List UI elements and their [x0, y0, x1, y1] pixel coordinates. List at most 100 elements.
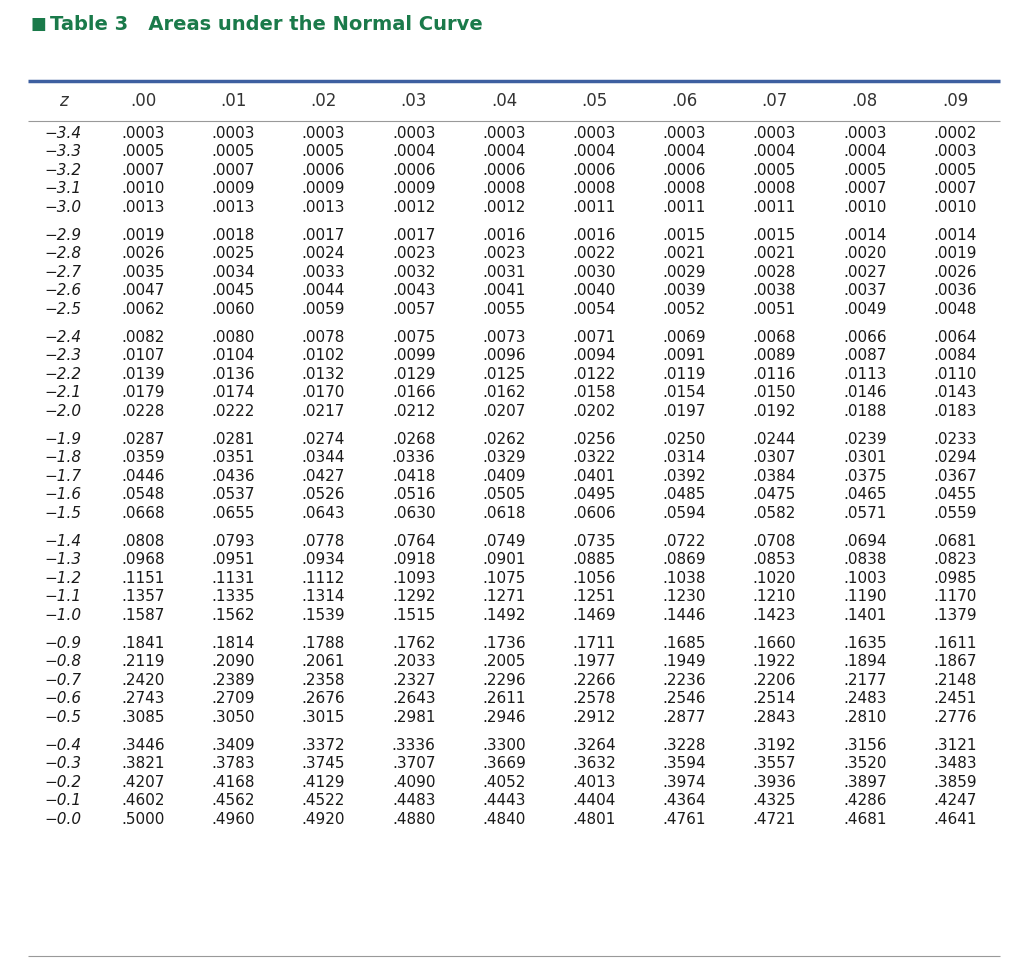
Text: .0384: .0384	[753, 468, 797, 483]
Text: .0823: .0823	[933, 552, 977, 567]
Text: .1314: .1314	[302, 589, 345, 604]
Text: .0017: .0017	[392, 228, 435, 243]
Text: .0409: .0409	[482, 468, 525, 483]
Text: .0139: .0139	[121, 366, 165, 382]
Text: .4920: .4920	[302, 811, 345, 827]
Text: .1292: .1292	[392, 589, 435, 604]
Text: .0006: .0006	[663, 163, 707, 177]
Text: .0096: .0096	[482, 348, 525, 363]
Text: .0132: .0132	[302, 366, 345, 382]
Text: .0110: .0110	[933, 366, 977, 382]
Text: .1814: .1814	[212, 635, 255, 651]
Text: .0066: .0066	[843, 329, 887, 345]
Text: .1762: .1762	[392, 635, 435, 651]
Text: .1056: .1056	[572, 571, 615, 585]
Text: .0537: .0537	[212, 487, 255, 502]
Text: .0427: .0427	[302, 468, 345, 483]
Text: .4168: .4168	[212, 774, 255, 790]
Text: .3446: .3446	[121, 737, 165, 753]
Text: .0005: .0005	[753, 163, 797, 177]
Text: .0014: .0014	[843, 228, 887, 243]
Text: .1469: .1469	[572, 608, 615, 622]
Text: .1038: .1038	[663, 571, 707, 585]
Text: .0003: .0003	[933, 144, 977, 159]
Text: .0009: .0009	[302, 181, 345, 196]
Text: .0217: .0217	[302, 403, 345, 419]
Text: .0055: .0055	[482, 302, 525, 317]
Text: .1515: .1515	[392, 608, 435, 622]
Text: .3594: .3594	[663, 756, 707, 771]
Text: .0113: .0113	[843, 366, 887, 382]
Text: .0436: .0436	[212, 468, 255, 483]
Text: .4721: .4721	[753, 811, 797, 827]
Text: −0.4: −0.4	[44, 737, 82, 753]
Text: .0150: .0150	[753, 385, 797, 400]
Text: .0495: .0495	[572, 487, 615, 502]
Text: .02: .02	[310, 92, 337, 110]
Text: .0003: .0003	[572, 126, 615, 140]
Text: .0968: .0968	[121, 552, 165, 567]
Text: .0016: .0016	[482, 228, 525, 243]
Text: .2514: .2514	[753, 691, 797, 706]
Text: −0.9: −0.9	[44, 635, 82, 651]
Text: .0045: .0045	[212, 283, 255, 298]
Text: .0901: .0901	[482, 552, 525, 567]
Text: .0040: .0040	[572, 283, 615, 298]
Text: −2.5: −2.5	[44, 302, 82, 317]
Text: .3745: .3745	[302, 756, 345, 771]
Text: .0307: .0307	[753, 450, 797, 465]
Text: .2981: .2981	[392, 709, 435, 725]
Text: .0005: .0005	[843, 163, 887, 177]
Text: .06: .06	[671, 92, 697, 110]
Text: .2266: .2266	[572, 672, 615, 688]
Text: −0.1: −0.1	[44, 793, 82, 808]
Text: .0003: .0003	[302, 126, 345, 140]
Text: −1.9: −1.9	[44, 431, 82, 446]
Text: .0007: .0007	[212, 163, 255, 177]
Text: .0485: .0485	[663, 487, 706, 502]
Text: .0003: .0003	[122, 126, 165, 140]
Text: .4840: .4840	[482, 811, 525, 827]
Text: .0582: .0582	[753, 506, 797, 520]
Text: .0359: .0359	[121, 450, 165, 465]
Text: .0026: .0026	[122, 246, 165, 261]
Text: .01: .01	[220, 92, 247, 110]
Text: .0202: .0202	[572, 403, 615, 419]
Text: .2005: .2005	[482, 654, 525, 669]
Text: .0239: .0239	[843, 431, 887, 446]
Text: .2877: .2877	[663, 709, 706, 725]
Text: .4602: .4602	[122, 793, 165, 808]
Text: .0002: .0002	[933, 126, 977, 140]
Text: .0004: .0004	[663, 144, 706, 159]
Text: .0793: .0793	[212, 534, 255, 548]
Text: −2.2: −2.2	[44, 366, 82, 382]
Text: .0080: .0080	[212, 329, 255, 345]
Text: .0375: .0375	[843, 468, 887, 483]
Text: .4129: .4129	[302, 774, 345, 790]
Text: .3336: .3336	[392, 737, 435, 753]
Text: .2090: .2090	[212, 654, 255, 669]
Text: −1.5: −1.5	[44, 506, 82, 520]
Text: .0516: .0516	[392, 487, 435, 502]
Text: .0069: .0069	[663, 329, 707, 345]
Text: .0007: .0007	[933, 181, 977, 196]
Text: .0606: .0606	[572, 506, 615, 520]
Text: .1635: .1635	[843, 635, 887, 651]
Text: .4960: .4960	[212, 811, 255, 827]
Text: .0618: .0618	[482, 506, 525, 520]
Text: .00: .00	[130, 92, 157, 110]
Text: .0764: .0764	[392, 534, 435, 548]
Text: .0008: .0008	[663, 181, 706, 196]
Text: .0314: .0314	[663, 450, 707, 465]
Text: .1271: .1271	[482, 589, 525, 604]
Text: −1.3: −1.3	[44, 552, 82, 567]
Text: .0004: .0004	[572, 144, 615, 159]
Text: .0021: .0021	[753, 246, 797, 261]
Text: .0006: .0006	[482, 163, 525, 177]
Text: .1190: .1190	[843, 589, 887, 604]
Text: .0031: .0031	[482, 265, 525, 280]
Text: .0250: .0250	[663, 431, 706, 446]
Text: .2327: .2327	[392, 672, 435, 688]
Text: −0.3: −0.3	[44, 756, 82, 771]
Text: .0007: .0007	[122, 163, 165, 177]
